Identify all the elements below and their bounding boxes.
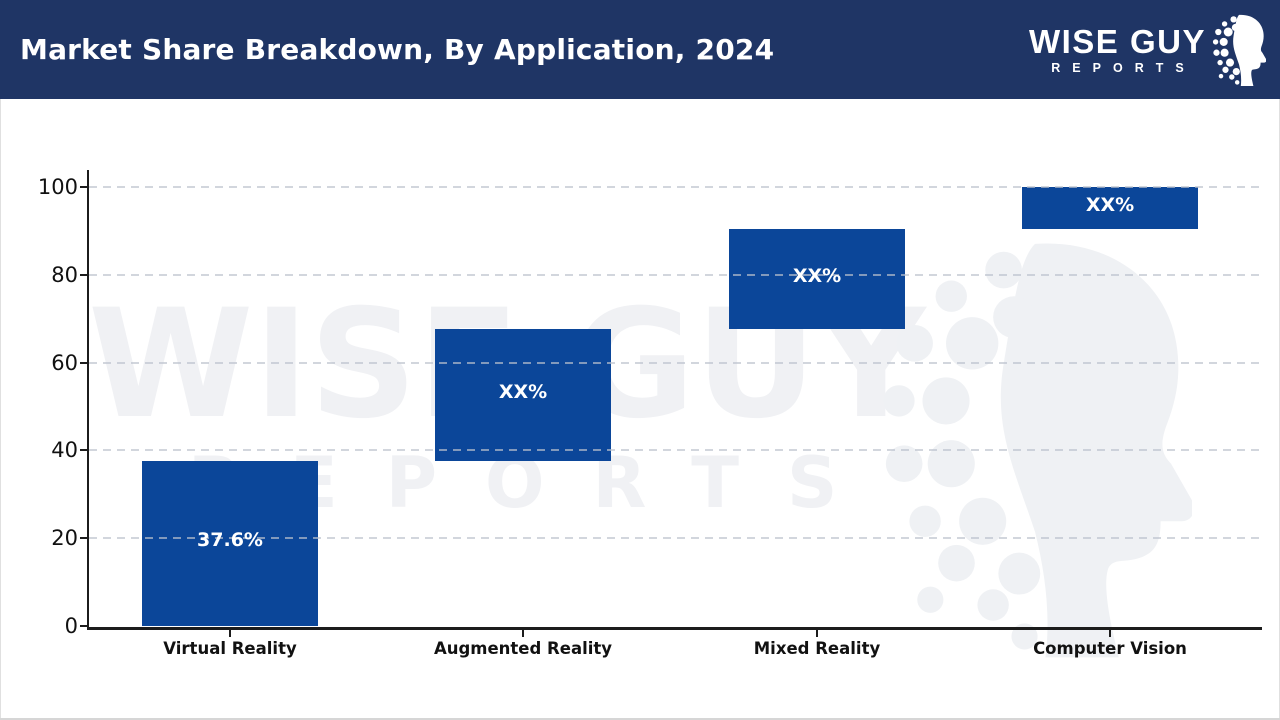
page-title: Market Share Breakdown, By Application, … xyxy=(20,33,775,66)
x-tick xyxy=(522,630,524,637)
y-tick xyxy=(80,625,87,627)
x-tick-label: Mixed Reality xyxy=(753,639,881,658)
bar-value-label: XX% xyxy=(498,381,548,404)
bar-value-label: XX% xyxy=(1085,194,1135,217)
y-axis-line xyxy=(87,170,89,629)
y-tick-label: 40 xyxy=(51,438,78,463)
watermark-face-icon xyxy=(883,243,1192,658)
y-tick xyxy=(80,449,87,452)
dotted-face-icon xyxy=(1212,14,1266,86)
gridline xyxy=(89,273,1262,276)
gridline xyxy=(89,449,1262,452)
x-tick-label: Virtual Reality xyxy=(163,639,297,658)
y-tick xyxy=(80,186,87,188)
logo-subtext: REPORTS xyxy=(1051,60,1196,75)
x-tick xyxy=(816,630,818,637)
y-tick-label: 80 xyxy=(51,262,78,287)
y-tick-label: 60 xyxy=(51,350,78,375)
y-tick-label: 0 xyxy=(64,614,78,638)
bar-virtual-reality xyxy=(142,460,318,626)
bar-computer-vision xyxy=(1022,187,1198,230)
y-tick-label: 20 xyxy=(51,526,78,551)
bar-augmented-reality xyxy=(435,329,611,461)
bar-value-label: 37.6% xyxy=(197,529,263,552)
header: Market Share Breakdown, By Application, … xyxy=(0,0,1280,99)
bar-value-label: XX% xyxy=(792,265,842,288)
gridline xyxy=(89,537,1262,540)
x-tick xyxy=(229,630,231,637)
y-tick xyxy=(80,273,87,276)
x-tick-label: Augmented Reality xyxy=(433,639,613,658)
y-tick xyxy=(80,537,87,540)
gridline xyxy=(89,361,1262,364)
x-axis-line xyxy=(87,627,1262,630)
logo-wordmark: WISE GUY xyxy=(1028,22,1206,60)
y-tick-label: 100 xyxy=(37,175,78,199)
y-tick xyxy=(80,361,87,364)
gridline xyxy=(89,186,1262,188)
brand-logo: WISE GUY REPORTS xyxy=(1029,10,1266,90)
x-tick xyxy=(1109,630,1111,637)
x-tick-label: Computer Vision xyxy=(1033,639,1187,658)
bar-mixed-reality xyxy=(729,229,905,330)
